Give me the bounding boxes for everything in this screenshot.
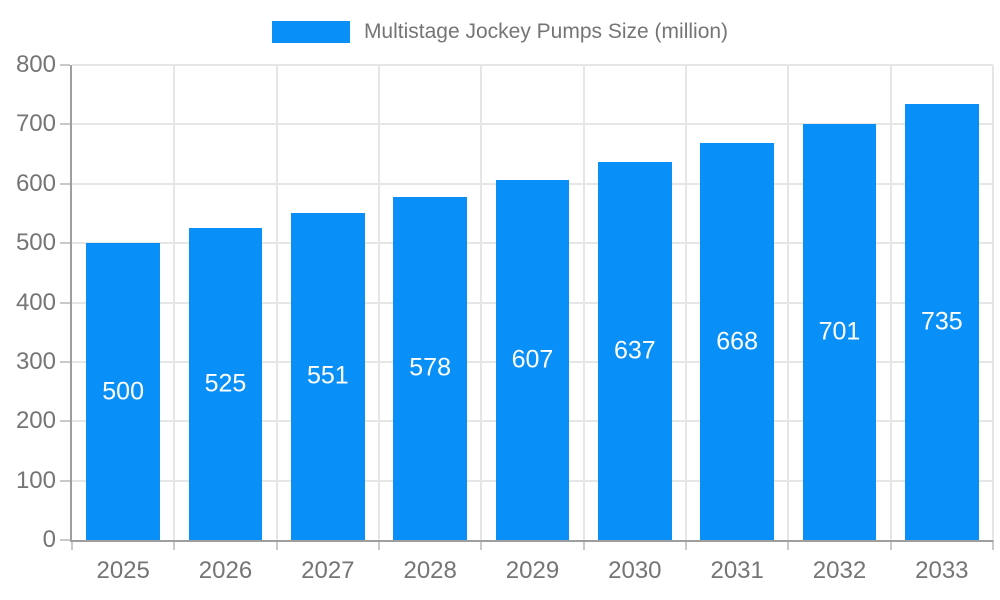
x-axis-line xyxy=(70,540,993,542)
y-axis-tick-label: 100 xyxy=(15,466,56,494)
y-axis-tick-label: 300 xyxy=(15,347,56,375)
gridline-vertical xyxy=(787,65,790,540)
x-axis-tick-label: 2029 xyxy=(505,557,560,584)
bar-value-label: 525 xyxy=(204,369,247,398)
x-axis-tick-label: 2026 xyxy=(198,557,253,584)
bar-2031[interactable] xyxy=(700,143,774,540)
x-axis-tick-label: 2031 xyxy=(710,557,764,584)
y-axis-tick-label: 800 xyxy=(15,51,56,78)
x-axis-tick-label: 2030 xyxy=(608,557,662,584)
x-axis-tick xyxy=(173,540,176,550)
gridline-vertical xyxy=(685,65,687,540)
y-axis-tick-label: 700 xyxy=(15,110,56,138)
y-axis-tick-label: 600 xyxy=(15,169,56,197)
bar-value-label: 551 xyxy=(306,361,349,390)
gridline-vertical xyxy=(992,65,994,540)
gridline-horizontal xyxy=(72,123,993,126)
y-axis-tick xyxy=(60,479,70,482)
x-axis-tick xyxy=(71,540,73,550)
bar-value-label: 735 xyxy=(920,307,963,336)
x-axis-tick xyxy=(480,540,483,550)
x-axis-tick xyxy=(787,540,790,550)
y-axis-tick xyxy=(60,420,70,423)
x-axis-tick-label: 2032 xyxy=(812,557,867,584)
y-axis-tick-label: 500 xyxy=(15,229,56,257)
y-axis-tick xyxy=(60,301,70,304)
y-axis-tick xyxy=(60,242,70,245)
bar-2033[interactable] xyxy=(904,103,979,540)
x-axis-tick xyxy=(889,540,892,550)
y-axis-tick xyxy=(60,64,70,66)
gridline-vertical xyxy=(275,65,278,540)
chart-legend[interactable]: Multistage Jockey Pumps Size (million) xyxy=(0,19,1000,45)
x-axis-tick xyxy=(378,540,380,550)
x-axis-tick xyxy=(685,540,687,550)
gridline-vertical xyxy=(173,65,176,540)
bar-2026[interactable] xyxy=(188,228,263,540)
x-axis-tick-label: 2033 xyxy=(915,557,969,584)
bar-2025[interactable] xyxy=(86,243,160,540)
bar-value-label: 701 xyxy=(818,317,861,346)
bar-2030[interactable] xyxy=(597,161,672,540)
bar-2027[interactable] xyxy=(290,212,365,540)
bar-value-label: 578 xyxy=(409,353,451,382)
x-axis-tick-label: 2025 xyxy=(96,557,150,584)
y-axis-tick-label: 200 xyxy=(15,407,56,435)
bar-value-label: 637 xyxy=(613,336,656,365)
x-axis-tick-label: 2028 xyxy=(403,557,457,584)
y-axis-line xyxy=(70,65,72,542)
y-axis-tick xyxy=(60,539,70,541)
bar-value-label: 668 xyxy=(716,327,758,356)
y-axis-tick-label: 0 xyxy=(42,526,56,553)
bar-2028[interactable] xyxy=(393,196,467,540)
x-axis-tick xyxy=(582,540,585,550)
x-axis-tick xyxy=(992,540,994,550)
y-axis-tick xyxy=(60,182,70,185)
gridline-vertical xyxy=(480,65,483,540)
x-axis-tick xyxy=(275,540,278,550)
bar-2029[interactable] xyxy=(495,179,570,540)
x-axis-tick-label: 2027 xyxy=(301,557,355,584)
bar-value-label: 607 xyxy=(511,345,554,374)
legend-label: Multistage Jockey Pumps Size (million) xyxy=(363,20,729,43)
bar-value-label: 500 xyxy=(102,377,144,406)
legend-swatch xyxy=(271,21,350,43)
gridline-vertical xyxy=(582,65,585,540)
plot-area: 0 100 200 300 400 500 600 700 800 500 2025 525 2026 5… xyxy=(16,52,994,584)
y-axis-tick xyxy=(60,123,70,126)
gridline-vertical xyxy=(378,65,380,540)
y-axis-tick-label: 400 xyxy=(15,288,56,316)
gridline-horizontal xyxy=(72,64,993,66)
bar-2032[interactable] xyxy=(802,123,877,540)
gridline-vertical xyxy=(889,65,892,540)
y-axis-tick xyxy=(60,360,70,363)
